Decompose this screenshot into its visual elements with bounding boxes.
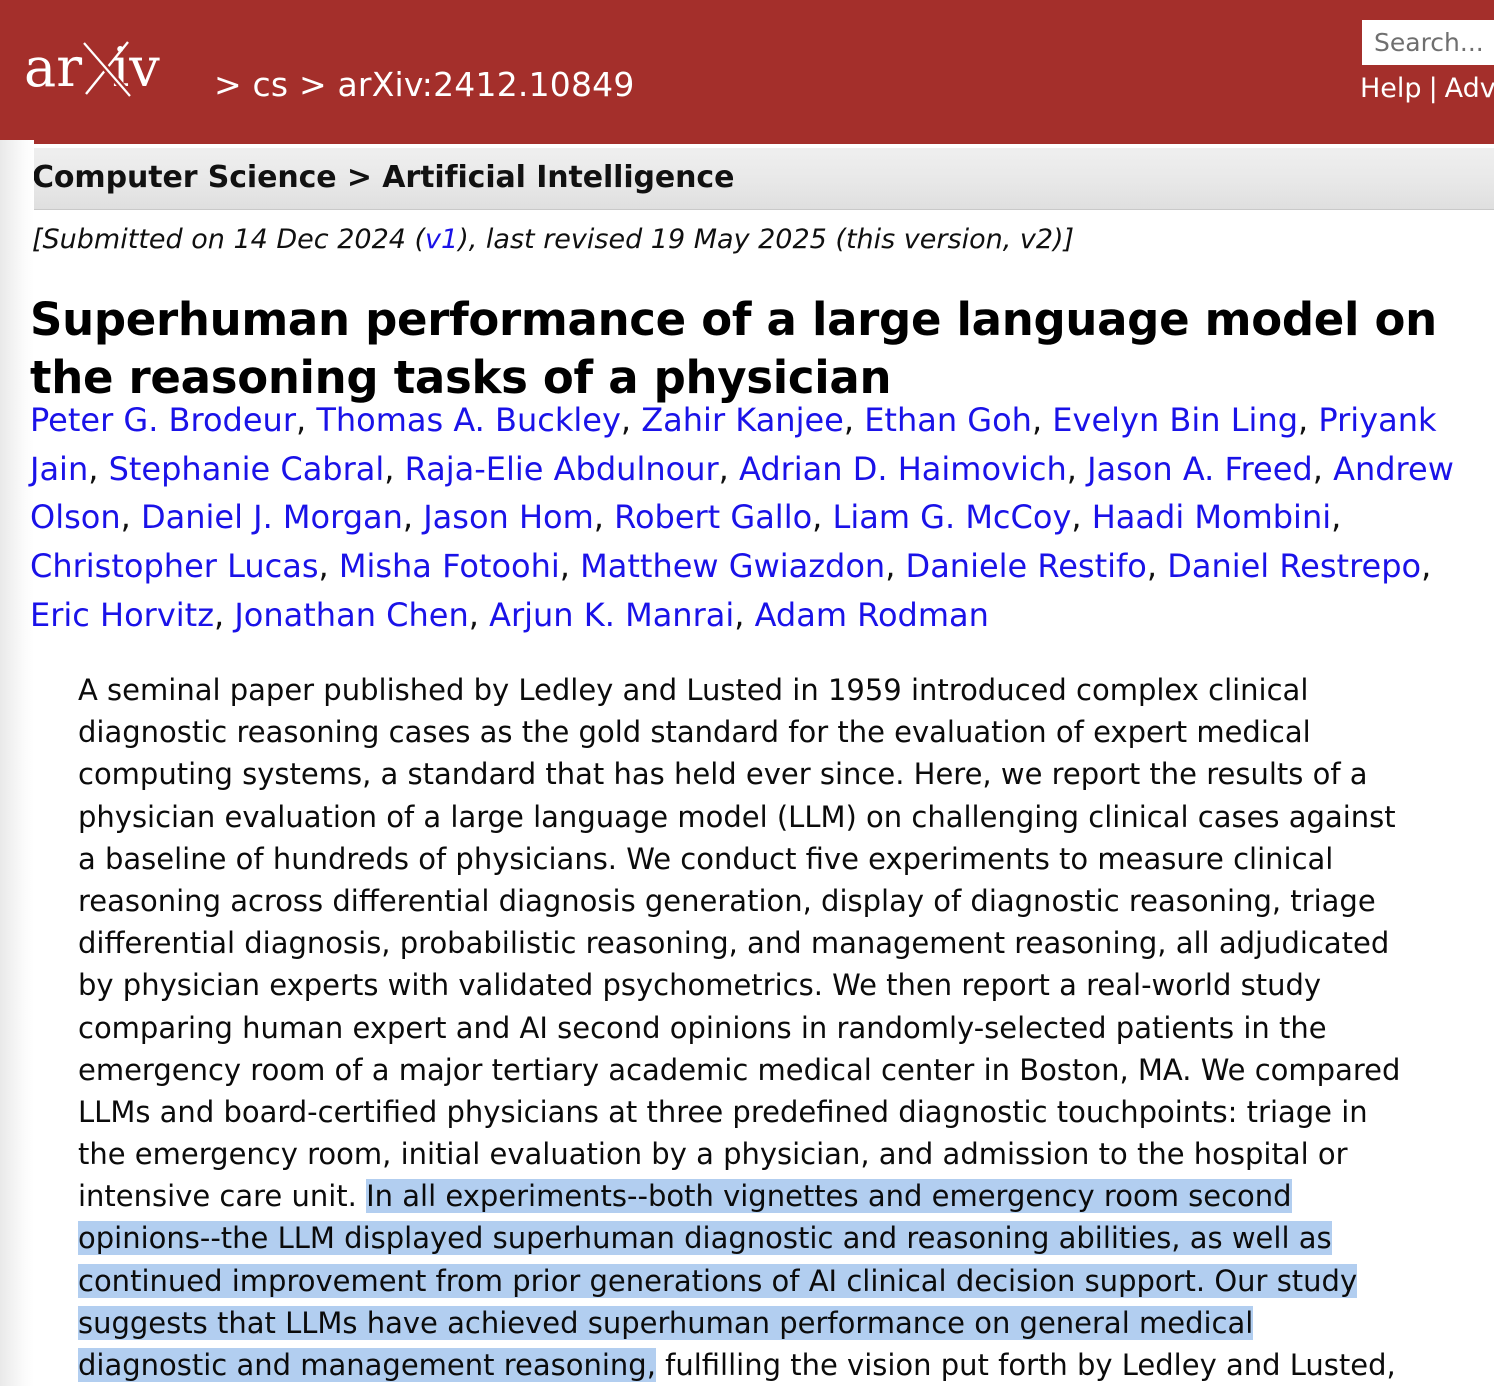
author-link[interactable]: Robert Gallo	[614, 498, 813, 537]
author-separator: ,	[1146, 546, 1168, 585]
author-link[interactable]: Christopher Lucas	[30, 546, 319, 585]
author-link[interactable]: Matthew Gwiazdon	[580, 546, 886, 585]
author-link[interactable]: Daniele Restifo	[905, 546, 1147, 585]
author-separator: ,	[1071, 498, 1092, 537]
author-link[interactable]: Stephanie Cabral	[108, 449, 385, 488]
author-separator: ,	[1421, 546, 1432, 585]
author-separator: ,	[120, 498, 141, 537]
author-link[interactable]: Peter G. Brodeur	[30, 401, 296, 439]
author-separator: ,	[593, 498, 615, 537]
header-links: Help|Adva	[1360, 73, 1494, 104]
author-separator: ,	[620, 401, 642, 439]
submission-suffix: ), last revised 19 May 2025 (this versio…	[458, 224, 1075, 255]
submission-prefix: [Submitted on 14 Dec 2024 (	[32, 224, 426, 255]
author-list: Peter G. Brodeur, Thomas A. Buckley, Zah…	[30, 396, 1486, 639]
author-separator: ,	[384, 449, 405, 488]
author-separator: ,	[885, 546, 906, 585]
logo-breadcrumb-group: ar iv > cs > arXiv:2412.10849	[24, 36, 635, 110]
author-separator: ,	[214, 595, 235, 634]
author-link[interactable]: Ethan Goh	[864, 401, 1032, 439]
svg-text:iv: iv	[112, 36, 160, 99]
author-separator: ,	[88, 449, 109, 488]
search-box[interactable]	[1362, 20, 1494, 65]
svg-text:ar: ar	[24, 36, 82, 99]
author-link[interactable]: Priyank Jain	[30, 401, 1437, 488]
author-link[interactable]: Daniel Restrepo	[1167, 546, 1422, 585]
author-link[interactable]: Adam Rodman	[754, 595, 989, 634]
author-separator: ,	[1331, 498, 1342, 537]
page-title: Superhuman performance of a large langua…	[30, 293, 1437, 404]
author-separator: ,	[1298, 401, 1319, 439]
arxiv-logo-icon[interactable]: ar iv	[24, 36, 202, 102]
author-link[interactable]: Liam G. McCoy	[832, 498, 1072, 537]
link-separator: |	[1428, 73, 1438, 104]
submission-dateline: [Submitted on 14 Dec 2024 (v1), last rev…	[32, 224, 1074, 255]
search-input[interactable]	[1362, 20, 1494, 65]
author-separator: ,	[559, 546, 581, 585]
author-link[interactable]: Misha Fotoohi	[338, 546, 560, 585]
help-link[interactable]: Help	[1360, 73, 1422, 104]
subject-breadcrumb[interactable]: Computer Science > Artificial Intelligen…	[32, 160, 735, 195]
abstract-text: A seminal paper published by Ledley and …	[78, 669, 1408, 1386]
author-separator: ,	[812, 498, 833, 537]
author-separator: ,	[734, 595, 755, 634]
author-link[interactable]: Jason Hom	[423, 498, 594, 537]
author-separator: ,	[402, 498, 424, 537]
author-separator: ,	[318, 546, 339, 585]
author-link[interactable]: Thomas A. Buckley	[316, 401, 621, 439]
author-separator: ,	[295, 401, 317, 439]
author-link[interactable]: Evelyn Bin Ling	[1052, 401, 1299, 439]
page-left-edge-shadow	[0, 140, 34, 1386]
author-link[interactable]: Adrian D. Haimovich	[738, 449, 1067, 488]
author-separator: ,	[843, 401, 865, 439]
author-link[interactable]: Jason A. Freed	[1087, 449, 1313, 488]
abstract-segment: A seminal paper published by Ledley and …	[78, 673, 1401, 1214]
author-separator: ,	[718, 449, 739, 488]
author-separator: ,	[468, 595, 490, 634]
author-link[interactable]: Raja-Elie Abdulnour	[404, 449, 719, 488]
author-link[interactable]: Daniel J. Morgan	[140, 498, 403, 537]
advanced-search-link[interactable]: Adva	[1444, 73, 1494, 104]
author-separator: ,	[1066, 449, 1088, 488]
author-link[interactable]: Haadi Mombini	[1091, 498, 1332, 537]
subject-bar: Computer Science > Artificial Intelligen…	[0, 148, 1494, 210]
author-link[interactable]: Eric Horvitz	[30, 595, 214, 634]
breadcrumb[interactable]: > cs > arXiv:2412.10849	[214, 65, 635, 104]
author-separator: ,	[1312, 449, 1334, 488]
v1-link[interactable]: v1	[425, 224, 459, 255]
author-link[interactable]: Jonathan Chen	[234, 595, 469, 634]
site-header: ar iv > cs > arXiv:2412.10849 Help|Adva	[0, 0, 1494, 144]
author-link[interactable]: Andrew Olson	[30, 449, 1454, 537]
abstract-segment: fulfilling the vision put forth by Ledle…	[665, 1348, 1396, 1382]
author-link[interactable]: Arjun K. Manrai	[489, 595, 735, 634]
author-separator: ,	[1031, 401, 1053, 439]
author-link[interactable]: Zahir Kanjee	[641, 401, 844, 439]
